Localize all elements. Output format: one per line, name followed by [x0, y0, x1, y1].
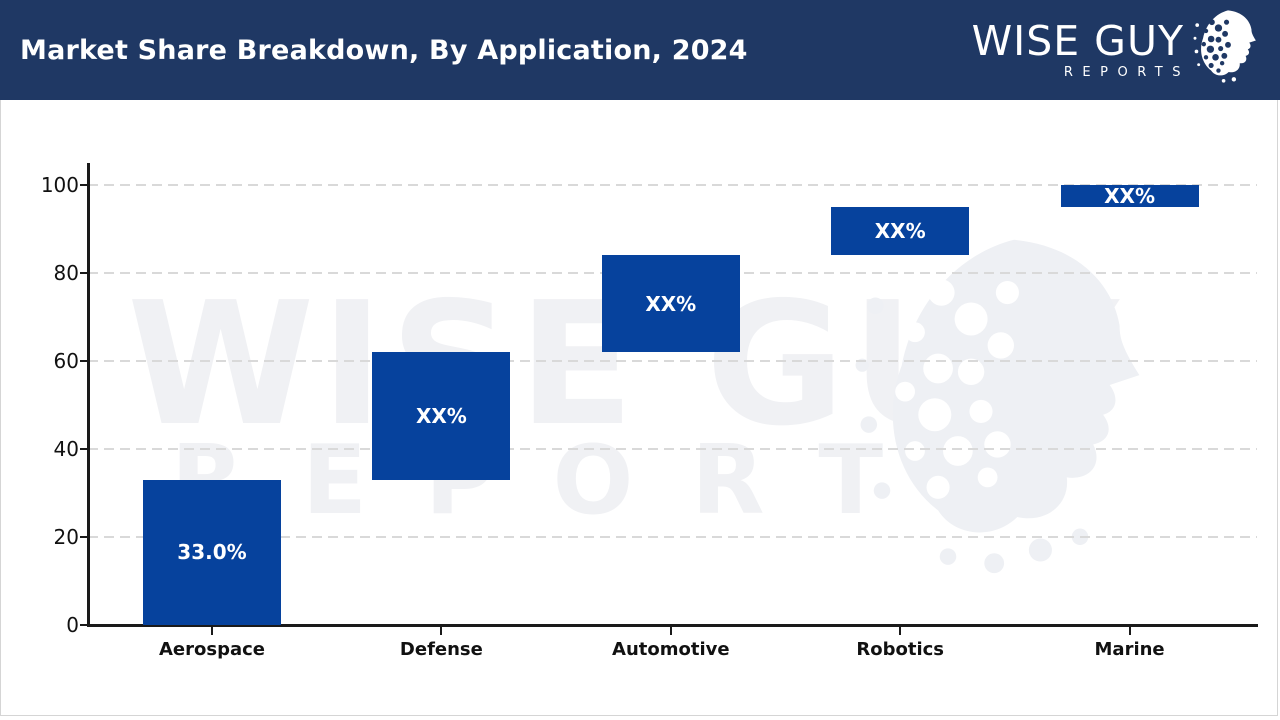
x-tick-mark-aerospace — [211, 627, 213, 635]
y-tick-mark-100 — [80, 184, 88, 186]
gridline-100 — [88, 184, 1257, 186]
y-tick-mark-0 — [80, 624, 88, 626]
x-axis-spine — [87, 624, 1258, 627]
bar-defense: XX% — [372, 352, 511, 480]
gridline-40 — [88, 448, 1257, 450]
x-tick-label-defense: Defense — [399, 639, 483, 660]
bar-value-label-defense: XX% — [415, 403, 467, 428]
y-tick-label-20: 20 — [53, 525, 79, 549]
x-tick-label-marine: Marine — [1094, 639, 1165, 660]
y-tick-label-40: 40 — [53, 437, 79, 461]
header: Market Share Breakdown, By Application, … — [0, 0, 1280, 100]
y-tick-label-80: 80 — [53, 261, 79, 285]
watermark-head-icon — [855, 239, 1140, 574]
x-tick-mark-robotics — [899, 627, 902, 635]
y-tick-label-100: 100 — [40, 173, 79, 197]
y-tick-mark-20 — [80, 536, 88, 538]
bar-value-label-aerospace: 33.0% — [177, 540, 247, 565]
x-tick-label-automotive: Automotive — [612, 639, 730, 660]
logo-wordmark: WISE GUY — [971, 17, 1184, 65]
bar-robotics: XX% — [831, 207, 970, 256]
logo-subtext: REPORTS — [1063, 65, 1190, 80]
y-tick-label-0: 0 — [66, 613, 79, 637]
wise-guy-head-icon — [1193, 10, 1256, 83]
y-tick-mark-40 — [80, 448, 88, 450]
bar-aerospace: 33.0% — [143, 479, 281, 625]
x-tick-mark-automotive — [669, 627, 672, 635]
y-tick-mark-80 — [80, 272, 88, 274]
y-tick-mark-60 — [80, 360, 88, 362]
plot: 0 20 40 60 80 100 Aerospace Defense Automotive Ro… — [1, 100, 1279, 716]
x-tick-mark-defense — [440, 627, 443, 635]
y-axis-spine — [87, 163, 90, 627]
bar-value-label-robotics: XX% — [874, 219, 926, 244]
x-tick-mark-marine — [1128, 627, 1131, 635]
watermark-subtext: REPORTS — [171, 426, 1068, 536]
chart-area: WISE GUY REPORTS 0 20 40 60 80 100 Aerospace De… — [0, 100, 1278, 716]
wise-guy-logo: WISE GUY REPORTS — [972, 6, 1266, 94]
logo-text: WISE GUY REPORTS — [971, 17, 1184, 80]
bar-value-label-automotive: XX% — [645, 291, 697, 316]
chart-title: Market Share Breakdown, By Application, … — [20, 34, 748, 66]
bar-value-label-marine: XX% — [1104, 184, 1156, 208]
x-tick-label-aerospace: Aerospace — [158, 639, 265, 660]
bar-automotive: XX% — [601, 255, 740, 353]
gridline-20 — [88, 536, 1257, 538]
x-tick-label-robotics: Robotics — [856, 639, 944, 660]
bar-marine: XX% — [1060, 184, 1199, 208]
gridline-60 — [88, 360, 1257, 362]
y-tick-label-60: 60 — [53, 349, 79, 373]
